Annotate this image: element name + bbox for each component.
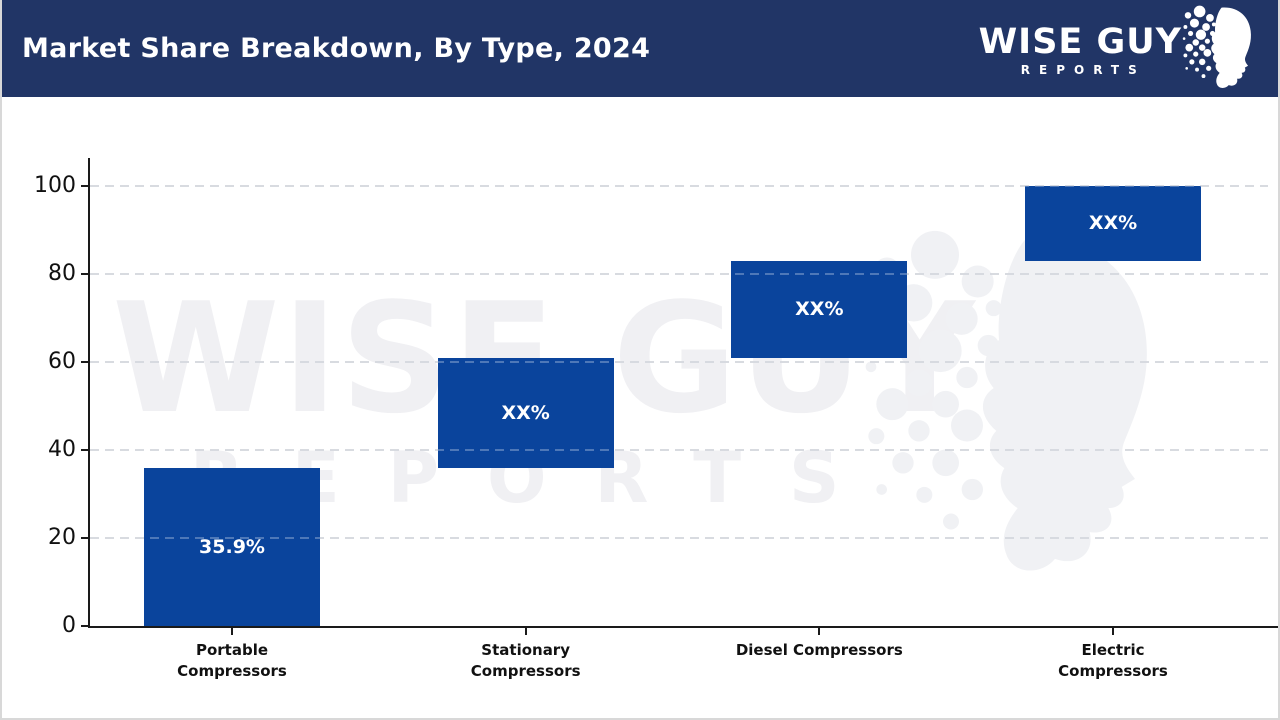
bar-stationary-compressors: [437, 357, 614, 469]
y-tick-label-60: 60: [48, 349, 76, 374]
gridline-100: [90, 185, 1268, 187]
gridline-80: [90, 273, 1268, 275]
brand-logo: WISE GUY REPORTS: [979, 6, 1272, 92]
gridline-overlay-80: [90, 273, 1268, 275]
bar-portable-compressors: [144, 468, 320, 626]
y-tick-label-100: 100: [34, 173, 76, 198]
y-tick-label-80: 80: [48, 261, 76, 286]
page-title: Market Share Breakdown, By Type, 2024: [22, 33, 651, 64]
y-tick-label-0: 0: [62, 613, 76, 638]
x-tick-label-portable-compressors: Portable Compressors: [177, 641, 287, 680]
x-tick-label-stationary-compressors: Stationary Compressors: [470, 641, 581, 680]
bar-label-portable-compressors: 35.9%: [199, 536, 265, 559]
gridline-overlay-100: [90, 185, 1268, 187]
gridline-overlay-20: [90, 537, 1268, 539]
x-tick-portable-compressors: [231, 628, 233, 635]
brand-subname: REPORTS: [1020, 62, 1146, 77]
y-tick-label-20: 20: [48, 525, 76, 550]
gridline-60: [90, 361, 1268, 363]
bar-label-stationary-compressors: XX%: [501, 401, 550, 424]
y-tick-100: [81, 185, 89, 187]
x-axis-line: [88, 626, 1278, 628]
y-tick-20: [81, 537, 89, 539]
y-tick-40: [81, 449, 89, 451]
gridline-overlay-60: [90, 361, 1268, 363]
x-tick-label-diesel-compressors: Diesel Compressors: [735, 641, 903, 659]
gridline-overlay-40: [90, 449, 1268, 451]
gridline-20: [90, 537, 1268, 539]
header: Market Share Breakdown, By Type, 2024 WI…: [2, 0, 1278, 97]
y-tick-60: [81, 361, 89, 363]
x-tick-stationary-compressors: [524, 628, 527, 635]
brand-logo-text: WISE GUY REPORTS: [978, 21, 1182, 77]
gridline-40: [90, 449, 1268, 451]
y-tick-0: [81, 625, 89, 627]
brand-head-icon: [1166, 5, 1272, 89]
bar-label-electric-compressors: XX%: [1088, 212, 1138, 235]
y-tick-label-40: 40: [48, 437, 76, 462]
y-axis-spine: [88, 158, 90, 628]
bar-label-diesel-compressors: XX%: [795, 298, 844, 321]
x-tick-diesel-compressors: [818, 628, 821, 635]
x-tick-label-electric-compressors: Electric Compressors: [1058, 641, 1168, 680]
brand-name: WISE GUY: [978, 21, 1182, 62]
x-tick-electric-compressors: [1112, 628, 1114, 635]
y-tick-80: [81, 273, 89, 275]
